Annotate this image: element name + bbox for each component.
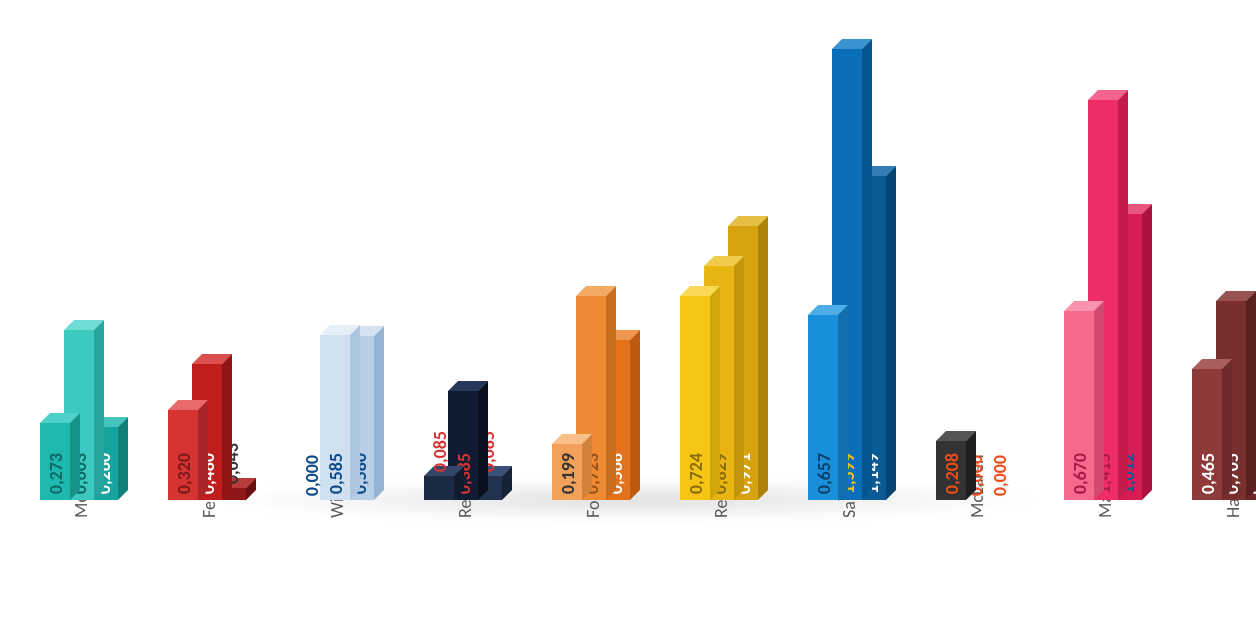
bar: 0,199 bbox=[552, 444, 582, 500]
bar-value-label: 0,657 bbox=[813, 453, 835, 494]
bar-side bbox=[374, 326, 384, 500]
bar-side bbox=[1094, 301, 1104, 500]
bar-side bbox=[734, 256, 744, 500]
bar-side bbox=[710, 286, 720, 500]
team-group: 0,0000,0000,208 bbox=[936, 20, 1024, 500]
team-group: 0,5680,7230,199 bbox=[552, 20, 640, 500]
bar: 0,724 bbox=[680, 296, 710, 500]
bar-side bbox=[606, 286, 616, 500]
bar: 0,465 bbox=[1192, 369, 1222, 500]
bar-side bbox=[886, 166, 896, 500]
team-group: 0,0850,3850,085 bbox=[424, 20, 512, 500]
bar: 0,585 bbox=[320, 335, 350, 500]
bar: 0,657 bbox=[808, 315, 838, 501]
bar-value-label: 0,000 bbox=[301, 455, 323, 496]
bar-value-label: 0,585 bbox=[325, 453, 347, 494]
bar-value-label: 0,208 bbox=[941, 453, 963, 494]
team-group: 1,1491,5990,657 bbox=[808, 20, 896, 500]
team-group: 1,0121,4150,670 bbox=[1064, 20, 1152, 500]
bar-value-label: 0,724 bbox=[685, 453, 707, 494]
bar-side bbox=[1142, 204, 1152, 500]
bar: 0,085 bbox=[424, 476, 454, 500]
bar-side bbox=[582, 434, 592, 500]
bar-value-label: 0,465 bbox=[1197, 453, 1219, 494]
bar-value-label: 0,320 bbox=[173, 453, 195, 494]
bar-side bbox=[966, 431, 976, 500]
bar-side bbox=[1222, 359, 1232, 500]
team-group: 0,5940,7050,465 bbox=[1192, 20, 1256, 500]
bar-side bbox=[1118, 90, 1128, 500]
bar-side bbox=[222, 354, 232, 500]
bar-front bbox=[424, 476, 454, 500]
bar-side bbox=[1246, 291, 1256, 500]
bar-value-label: 0,085 bbox=[429, 431, 451, 472]
x-axis-labels: MercedesFerrariWilliamsRed BullForce Ind… bbox=[40, 510, 1216, 630]
team-group: 0,5800,5850,000 bbox=[296, 20, 384, 500]
bar-side bbox=[838, 305, 848, 501]
bar-side bbox=[758, 216, 768, 500]
bar-side bbox=[630, 330, 640, 500]
team-group: 0,2600,6030,273 bbox=[40, 20, 128, 500]
bar-chart: 0,2600,6030,273 0,0430,4800,320 0,5800,585… bbox=[40, 20, 1216, 500]
team-group: 0,0430,4800,320 bbox=[168, 20, 256, 500]
bar-side bbox=[94, 320, 104, 500]
chart-stage: 0,2600,6030,273 0,0430,4800,320 0,5800,585… bbox=[0, 0, 1256, 642]
bar-value-label: 0,199 bbox=[557, 453, 579, 494]
bar-side bbox=[350, 325, 360, 500]
bar-value-label: 0,670 bbox=[1069, 453, 1091, 494]
team-group: 0,9710,8290,724 bbox=[680, 20, 768, 500]
bar: 0,273 bbox=[40, 423, 70, 500]
bar-side bbox=[70, 413, 80, 500]
bar-side bbox=[862, 39, 872, 500]
bar-side bbox=[118, 417, 128, 500]
bar-side bbox=[198, 400, 208, 500]
bar: 0,208 bbox=[936, 441, 966, 500]
bar: 0,320 bbox=[168, 410, 198, 500]
bar: 0,670 bbox=[1064, 311, 1094, 500]
bar-value-label: 0,273 bbox=[45, 453, 67, 494]
bar-side bbox=[478, 381, 488, 500]
bar-value-label: 0,000 bbox=[989, 455, 1011, 496]
